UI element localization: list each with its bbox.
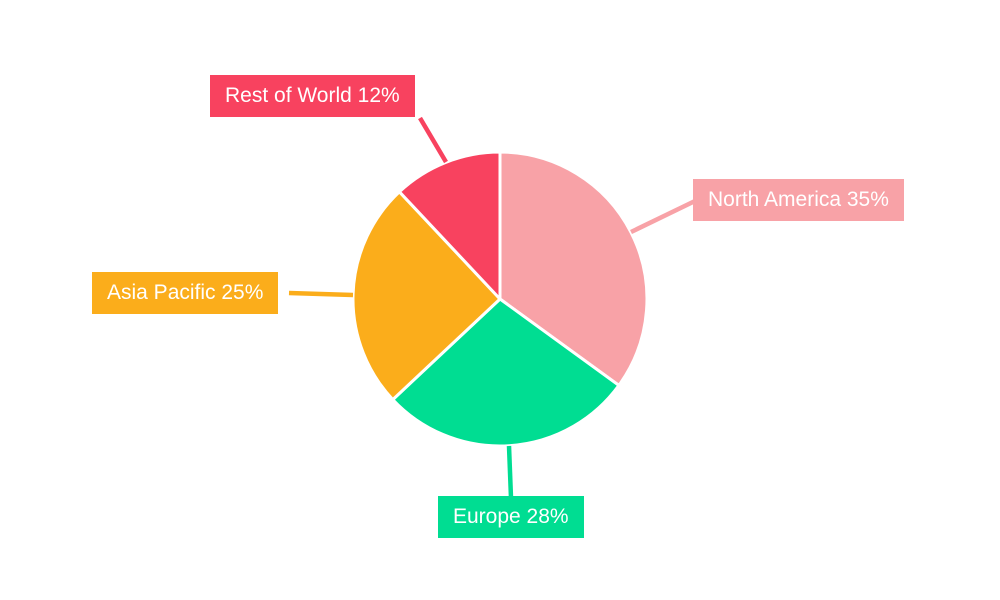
- pie-slice-rest-of-world: [397, 150, 502, 301]
- callout-label-rest-of-world: Rest of World 12%: [210, 75, 415, 117]
- callout-label-asia-pacific: Asia Pacific 25%: [92, 272, 279, 314]
- callout-label-europe: Europe 28%: [438, 496, 584, 538]
- leader-line-north-america: [630, 198, 696, 235]
- pie-slice-europe: [391, 297, 621, 448]
- pie-slice-north-america: [498, 150, 649, 387]
- leader-line-rest-of-world: [418, 116, 448, 164]
- pie-slice-asia-pacific: [351, 190, 502, 402]
- callout-label-north-america: North America 35%: [693, 179, 904, 221]
- leader-line-asia-pacific: [288, 290, 354, 298]
- leader-line-europe: [506, 445, 514, 499]
